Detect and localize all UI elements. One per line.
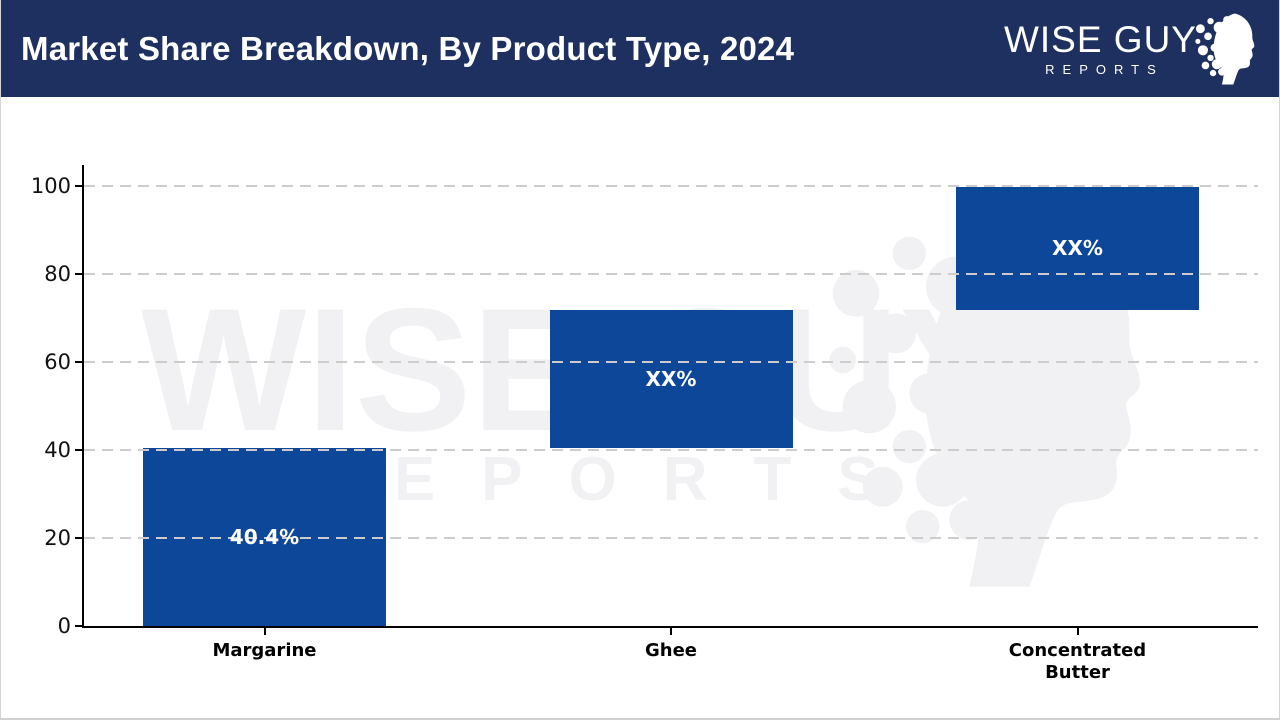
x-tick-label: Concentrated Butter xyxy=(1008,640,1147,683)
gridline xyxy=(84,361,1258,363)
brand-logo-text: WISE GUY REPORTS xyxy=(1004,21,1197,77)
bar-value-label: 40.4% xyxy=(229,525,300,550)
header: Market Share Breakdown, By Product Type,… xyxy=(1,0,1279,97)
y-tick-label: 60 xyxy=(44,350,71,374)
gridline xyxy=(84,185,1258,187)
brand-wordmark: WISE GUY xyxy=(1003,18,1197,60)
brand-subtext: REPORTS xyxy=(1045,61,1164,77)
y-tick-mark xyxy=(75,537,84,539)
y-tick-label: 20 xyxy=(44,526,71,550)
brand-logo: WISE GUY REPORTS xyxy=(1004,8,1265,90)
x-tick-mark xyxy=(670,627,672,635)
y-tick-mark xyxy=(75,361,84,363)
y-tick-mark xyxy=(75,625,84,627)
y-axis-line xyxy=(82,165,84,628)
y-tick-label: 0 xyxy=(57,614,71,638)
x-tick-label: Ghee xyxy=(644,640,697,661)
bar-value-label: XX% xyxy=(645,366,697,391)
x-tick-mark xyxy=(1076,627,1079,635)
dotted-head-profile-icon xyxy=(1189,8,1265,90)
bar-value-label: XX% xyxy=(1052,236,1103,261)
gridline xyxy=(84,273,1258,275)
y-tick-mark xyxy=(75,273,84,275)
y-tick-label: 80 xyxy=(44,262,71,286)
gridline xyxy=(84,537,1258,539)
bar-segment xyxy=(956,186,1199,310)
x-tick-label: Margarine xyxy=(212,640,317,661)
gridline xyxy=(84,449,1258,451)
bar-segment xyxy=(549,309,793,449)
y-tick-mark xyxy=(75,185,84,187)
x-tick-mark xyxy=(263,627,266,635)
watermark-subtext: REPORTS xyxy=(303,445,925,514)
y-tick-label: 100 xyxy=(30,174,71,198)
y-tick-mark xyxy=(75,449,84,451)
chart-title: Market Share Breakdown, By Product Type,… xyxy=(21,29,795,67)
y-tick-label: 40 xyxy=(44,438,71,462)
